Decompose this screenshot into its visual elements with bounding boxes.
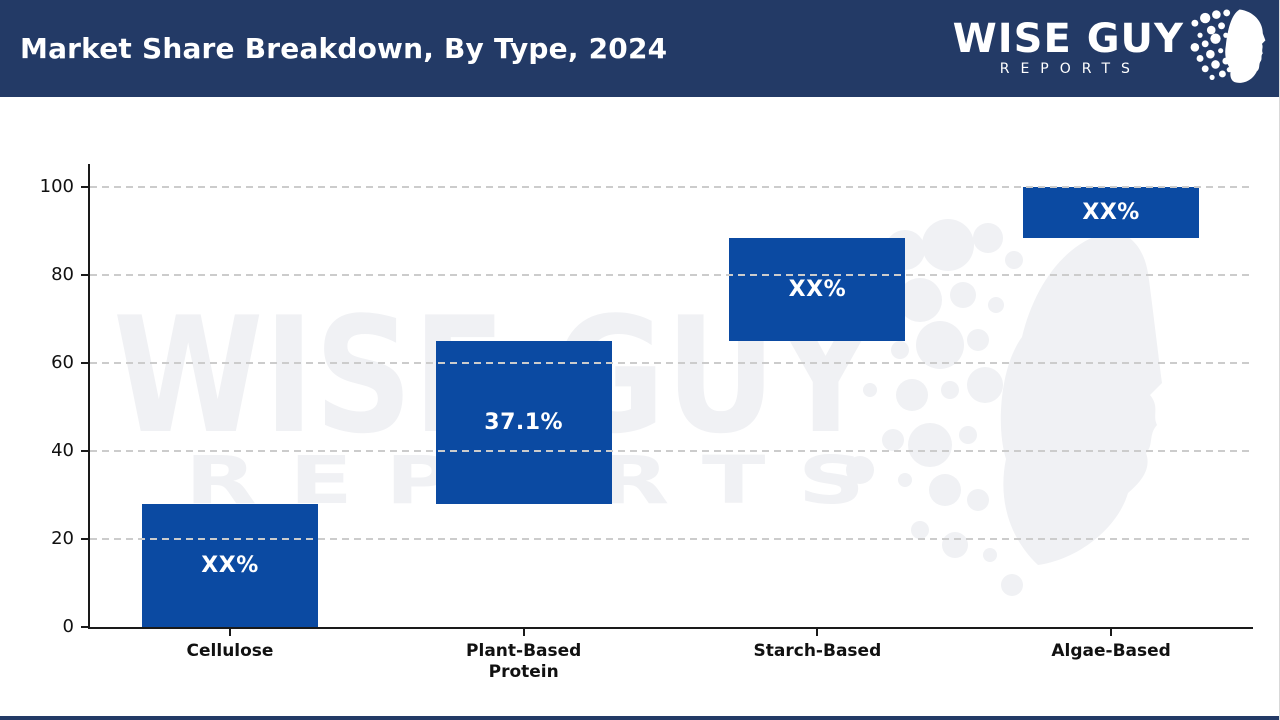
gridline-100: [90, 186, 1253, 188]
y-tick-80: [81, 274, 90, 276]
page-title: Market Share Breakdown, By Type, 2024: [20, 32, 668, 65]
bar-value-label: XX%: [201, 552, 259, 578]
logo-text: WISE GUY REPORTS: [953, 19, 1184, 78]
y-tick-label: 0: [62, 616, 74, 637]
y-tick-label: 60: [51, 352, 74, 373]
chart-plot-area: WISE GUY R E P O R T S XX%37.1%XX%XX%020…: [0, 97, 1279, 716]
bar-value-label: 37.1%: [484, 409, 564, 435]
bar-value-label: XX%: [788, 277, 847, 302]
y-tick-40: [81, 450, 90, 452]
bar-plant-based-protein: 37.1%: [435, 340, 612, 504]
x-tick-label: Plant-Based Protein: [466, 641, 582, 682]
y-tick-label: 80: [51, 264, 74, 285]
y-axis-spine: [88, 164, 90, 629]
gridline-60: [90, 362, 1253, 364]
x-tick-label: Cellulose: [186, 641, 274, 661]
wise-guy-logo: WISE GUY REPORTS: [953, 0, 1279, 97]
x-tick-label: Algae-Based: [1051, 641, 1171, 661]
bar-value-label: XX%: [1082, 200, 1140, 226]
x-tick-1: [522, 627, 525, 636]
logo-subtitle: REPORTS: [999, 61, 1141, 77]
x-tick-0: [229, 627, 231, 636]
x-axis-spine: [88, 627, 1253, 629]
y-tick-label: 20: [51, 528, 74, 549]
bar-algae-based: XX%: [1023, 187, 1200, 239]
y-tick-100: [81, 186, 90, 188]
header-bar: Market Share Breakdown, By Type, 2024 WI…: [0, 0, 1279, 97]
watermark-head-icon: [846, 219, 1162, 596]
y-tick-60: [81, 362, 90, 364]
y-tick-label: 100: [39, 176, 74, 197]
y-tick-20: [81, 538, 90, 540]
y-tick-label: 40: [51, 440, 74, 461]
y-tick-0: [81, 626, 90, 628]
x-tick-2: [816, 627, 819, 636]
footer-bar: [0, 716, 1279, 720]
x-tick-3: [1110, 627, 1113, 636]
logo-wordmark: WISE GUY: [952, 16, 1184, 62]
x-tick-label: Starch-Based: [753, 641, 882, 661]
gridline-20: [90, 538, 1253, 540]
bar-starch-based: XX%: [729, 238, 906, 341]
logo-head-icon: [1190, 8, 1266, 83]
gridline-40: [90, 450, 1253, 452]
gridline-80: [90, 274, 1253, 276]
bar-cellulose: XX%: [142, 503, 318, 627]
